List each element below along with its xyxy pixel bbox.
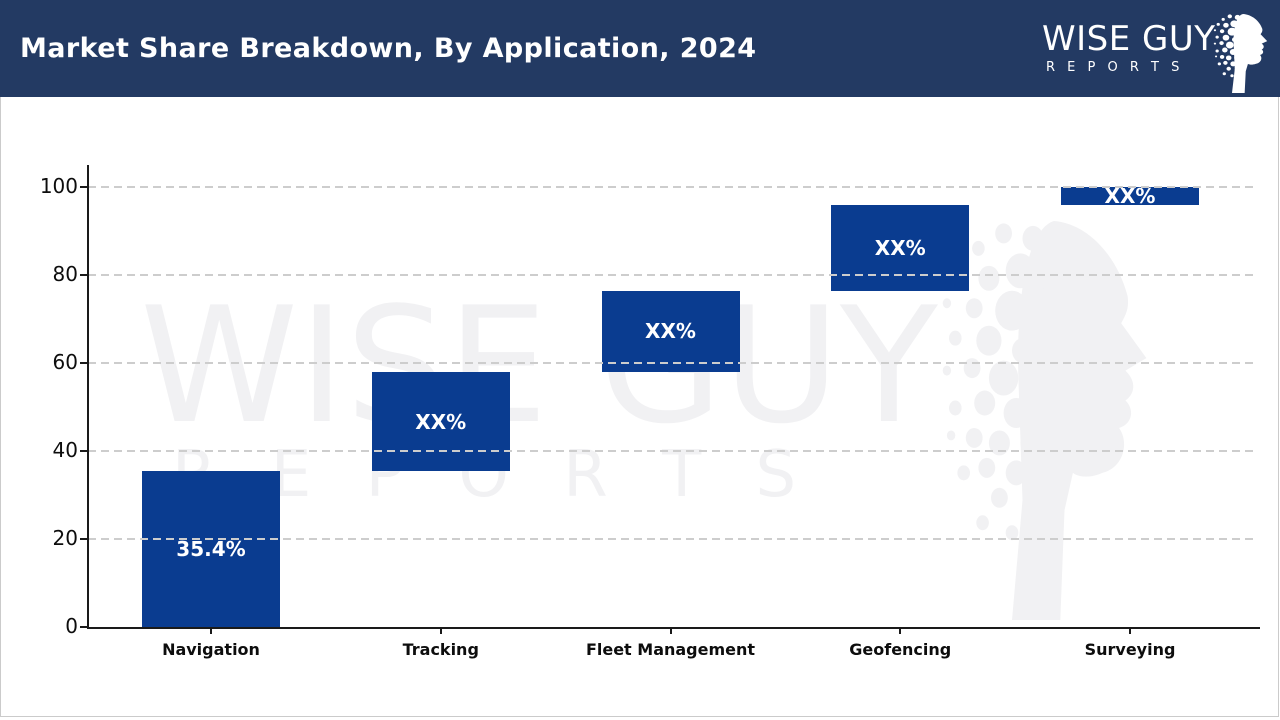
gridline — [88, 450, 1258, 452]
brand-subtitle: R E P O R T S — [1046, 60, 1184, 75]
bar-tracking — [371, 371, 510, 472]
x-tick-mark — [439, 628, 442, 634]
bar-value-label: XX% — [415, 409, 467, 434]
y-tick-label: 20 — [52, 526, 78, 550]
header-band: Market Share Breakdown, By Application, … — [0, 0, 1280, 97]
x-tick-mark — [899, 628, 902, 634]
x-axis-line — [86, 626, 1260, 629]
x-tick-mark — [1129, 628, 1131, 634]
category-label-surveying: Surveying — [1084, 640, 1176, 659]
bar-value-label: XX% — [874, 235, 926, 260]
category-label-tracking: Tracking — [402, 640, 479, 659]
bar-navigation — [142, 471, 280, 627]
dotted-head-profile-icon — [1210, 9, 1276, 93]
gridline — [88, 362, 1258, 364]
gridline — [88, 274, 1258, 276]
y-axis-line — [86, 165, 89, 628]
bar-surveying — [1061, 187, 1199, 205]
x-tick-mark — [669, 628, 672, 634]
bar-fleet-management — [601, 290, 740, 372]
y-tick-label: 0 — [65, 614, 78, 638]
category-label-navigation: Navigation — [162, 640, 260, 659]
category-label-geofencing: Geofencing — [849, 640, 952, 659]
y-tick-label: 60 — [52, 350, 78, 374]
page-title: Market Share Breakdown, By Application, … — [20, 33, 757, 64]
y-tick-mark — [80, 538, 87, 540]
bar-value-label: XX% — [645, 319, 696, 344]
brand-name: WISE GUY — [1042, 19, 1216, 59]
y-tick-mark — [80, 362, 87, 364]
y-tick-mark — [80, 186, 87, 188]
bar-geofencing — [831, 204, 970, 291]
bar-value-label: 35.4% — [176, 537, 246, 562]
watermark-text: WISE GUY — [140, 272, 938, 459]
y-tick-label: 40 — [52, 438, 78, 462]
category-label-fleet-management: Fleet Management — [585, 640, 756, 659]
y-tick-mark — [80, 626, 87, 628]
gridline — [88, 186, 1258, 188]
y-tick-mark — [80, 274, 87, 276]
x-tick-mark — [210, 628, 212, 634]
bar-value-label: XX% — [1104, 183, 1156, 208]
y-tick-label: 100 — [39, 174, 78, 198]
brand-logo: WISE GUY R E P O R T S — [1030, 3, 1275, 95]
y-tick-label: 80 — [52, 262, 78, 286]
y-tick-mark — [80, 450, 87, 452]
gridline — [88, 538, 1258, 540]
